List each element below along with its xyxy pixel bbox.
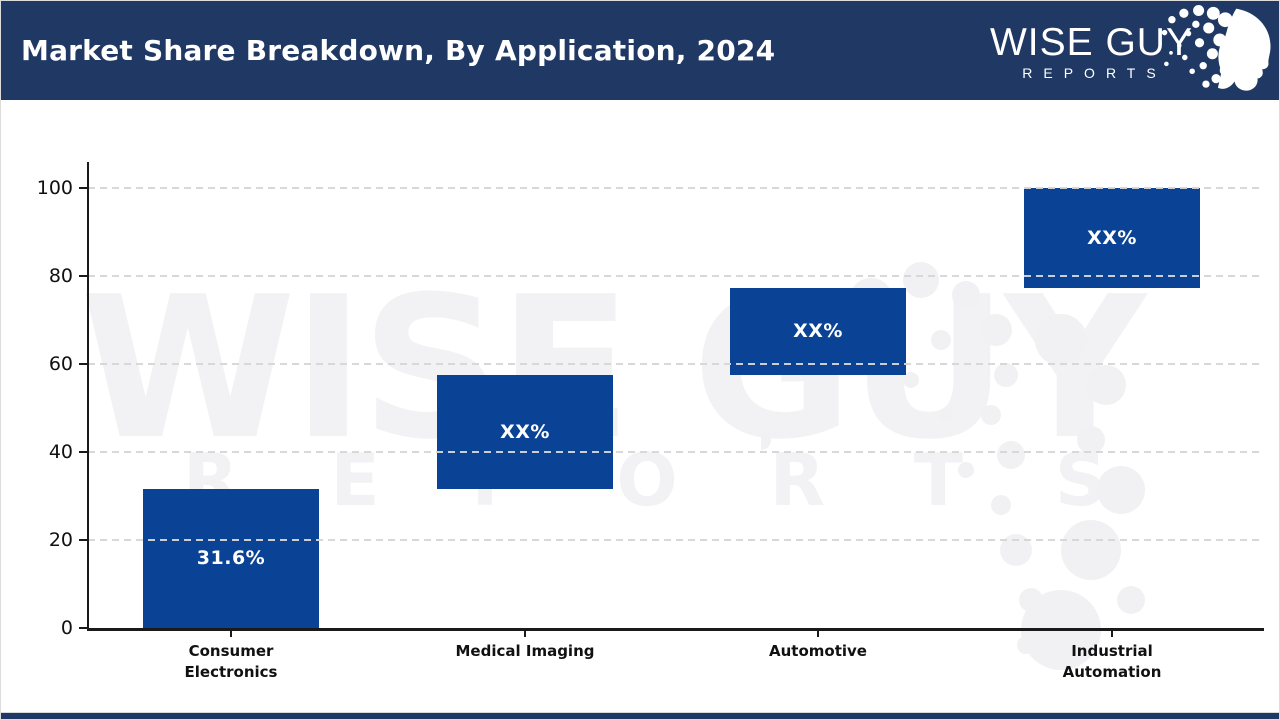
y-tick-label: 80 (48, 265, 73, 287)
x-axis-line (87, 628, 1264, 631)
y-axis-line (87, 162, 89, 631)
y-tick-mark (79, 451, 87, 453)
bar-consumer-electronics: 31.6% (143, 488, 319, 628)
y-tick-mark (79, 627, 87, 629)
brand-logo: WISE GUY REPORTS (990, 5, 1271, 97)
gridline-y20 (88, 539, 1263, 541)
gridline-y80 (88, 275, 1263, 277)
x-category-label: Automotive (769, 642, 867, 660)
bar-value-label: 31.6% (196, 547, 266, 570)
bar-automotive: XX% (730, 287, 906, 375)
bar-value-label: XX% (793, 320, 843, 343)
y-tick-label: 40 (48, 441, 73, 463)
bar-value-label: XX% (500, 420, 550, 443)
x-category-label: Industrial Automation (1062, 642, 1162, 681)
bar-medical-imaging: XX% (437, 375, 613, 489)
x-category-label: Medical Imaging (455, 642, 595, 660)
x-tick-mark (230, 628, 232, 637)
y-tick-label: 0 (60, 617, 73, 639)
gridline-y60 (88, 363, 1263, 365)
y-tick-label: 100 (36, 177, 73, 199)
logo-wordmark: WISE GUY (989, 21, 1193, 64)
y-tick-label: 60 (48, 353, 73, 375)
footer-bar (1, 712, 1279, 719)
logo-head-icon (1161, 5, 1271, 91)
header: Market Share Breakdown, By Application, … (1, 1, 1279, 100)
bar-industrial-automation: XX% (1024, 188, 1200, 288)
chart-area: WISE GUY REPORTS 31.6% XX% XX% XX% 0 20 40 60 8… (1, 100, 1279, 714)
y-tick-label: 20 (48, 529, 73, 551)
y-tick-mark (79, 363, 87, 365)
x-tick-mark (524, 628, 526, 637)
y-tick-mark (79, 187, 87, 189)
y-tick-mark (79, 275, 87, 277)
x-category-label: Consumer Electronics (184, 642, 278, 681)
logo-text: WISE GUY REPORTS (990, 23, 1193, 81)
y-tick-mark (79, 539, 87, 541)
page-title: Market Share Breakdown, By Application, … (21, 34, 776, 67)
gridline-y100 (88, 187, 1263, 189)
x-tick-mark (1111, 628, 1113, 637)
gridline-y40 (88, 451, 1263, 453)
x-tick-mark (817, 628, 819, 637)
logo-subtext: REPORTS (1022, 65, 1167, 81)
bar-value-label: XX% (1087, 226, 1137, 249)
